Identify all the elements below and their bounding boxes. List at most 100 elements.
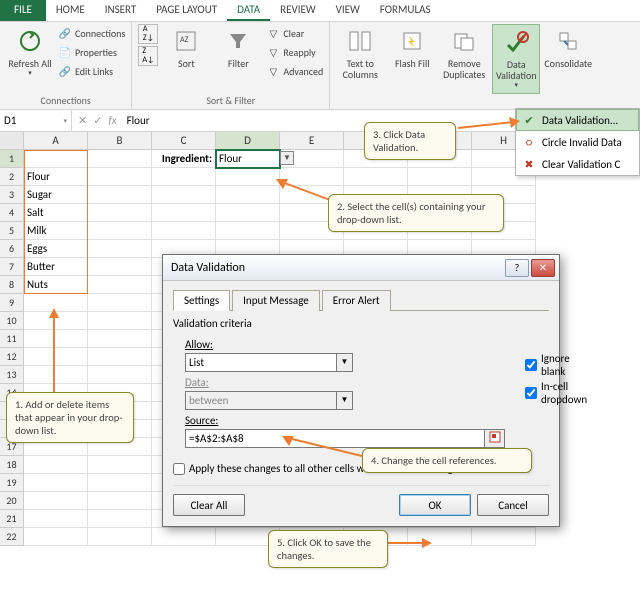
dv-menu-circle-invalid-data[interactable]: ○Circle Invalid Data	[516, 131, 639, 153]
sort-button[interactable]: AZ Sort	[162, 24, 210, 94]
row-header-4[interactable]: 4	[0, 204, 24, 222]
cell-B3[interactable]	[88, 186, 152, 204]
allow-dropdown-icon[interactable]: ▼	[337, 353, 353, 372]
cell-A8[interactable]: Nuts	[24, 276, 88, 294]
col-header-C[interactable]: C	[152, 132, 216, 149]
row-header-13[interactable]: 13	[0, 366, 24, 384]
tab-insert[interactable]: INSERT	[95, 0, 147, 21]
cell-B22[interactable]	[88, 528, 152, 546]
row-header-8[interactable]: 8	[0, 276, 24, 294]
cell-B4[interactable]	[88, 204, 152, 222]
tab-view[interactable]: VIEW	[326, 0, 370, 21]
row-header-22[interactable]: 22	[0, 528, 24, 546]
cell-D1[interactable]: Flour▼	[216, 150, 280, 168]
col-header-E[interactable]: E	[280, 132, 344, 149]
allow-combo[interactable]: ▼	[185, 353, 353, 372]
clear-all-button[interactable]: Clear All	[173, 494, 245, 516]
cell-A4[interactable]: Salt	[24, 204, 88, 222]
row-header-9[interactable]: 9	[0, 294, 24, 312]
sort-asc-button[interactable]: AZ↓	[138, 24, 158, 44]
cell-B19[interactable]	[88, 474, 152, 492]
cell-D4[interactable]	[216, 204, 280, 222]
ok-button[interactable]: OK	[399, 494, 471, 516]
dialog-close-button[interactable]: ✕	[531, 259, 555, 277]
cell-B21[interactable]	[88, 510, 152, 528]
cell-A10[interactable]	[24, 312, 88, 330]
dlg-tab-input-message[interactable]: Input Message	[232, 290, 320, 311]
cell-C2[interactable]	[152, 168, 216, 186]
source-input[interactable]	[185, 429, 485, 448]
tab-review[interactable]: REVIEW	[270, 0, 326, 21]
ignore-blank-checkbox[interactable]: Ignore blank	[525, 352, 587, 378]
cell-E2[interactable]	[280, 168, 344, 186]
filter-button[interactable]: Filter	[214, 24, 262, 94]
tab-home[interactable]: HOME	[46, 0, 95, 21]
conn-item-connections[interactable]: 🔗Connections	[58, 24, 125, 42]
dropdown-arrow-icon[interactable]: ▼	[280, 151, 294, 165]
cell-A21[interactable]	[24, 510, 88, 528]
sf-item-reapply[interactable]: ▽Reapply	[266, 43, 323, 61]
cell-B1[interactable]	[88, 150, 152, 168]
dlg-tab-error-alert[interactable]: Error Alert	[322, 290, 391, 311]
cell-A20[interactable]	[24, 492, 88, 510]
conn-item-properties[interactable]: 📄Properties	[58, 43, 125, 61]
cell-A22[interactable]	[24, 528, 88, 546]
cell-A13[interactable]	[24, 366, 88, 384]
cell-B7[interactable]	[88, 258, 152, 276]
data-validation-button[interactable]: Data Validation▾	[492, 24, 540, 94]
cell-A12[interactable]	[24, 348, 88, 366]
cell-D3[interactable]	[216, 186, 280, 204]
tab-formulas[interactable]: FORMULAS	[370, 0, 441, 21]
refresh-all-button[interactable]: Refresh All▾	[6, 24, 54, 94]
cell-A5[interactable]: Milk	[24, 222, 88, 240]
row-header-11[interactable]: 11	[0, 330, 24, 348]
cell-A18[interactable]	[24, 456, 88, 474]
sf-item-advanced[interactable]: ▽Advanced	[266, 62, 323, 80]
cancel-button[interactable]: Cancel	[477, 494, 549, 516]
cell-B11[interactable]	[88, 330, 152, 348]
flash-fill-button[interactable]: Flash Fill	[388, 24, 436, 94]
dv-menu-data-validation-[interactable]: ✔Data Validation...	[516, 109, 639, 131]
incell-dropdown-checkbox[interactable]: In-cell dropdown	[525, 380, 587, 406]
row-header-2[interactable]: 2	[0, 168, 24, 186]
cell-H22[interactable]	[472, 528, 536, 546]
row-header-3[interactable]: 3	[0, 186, 24, 204]
cell-B12[interactable]	[88, 348, 152, 366]
cell-G2[interactable]	[408, 168, 472, 186]
cell-C1[interactable]: Ingredient:	[152, 150, 216, 168]
cell-A1[interactable]	[24, 150, 88, 168]
cell-F2[interactable]	[344, 168, 408, 186]
text-to-columns-button[interactable]: Text to Columns	[336, 24, 384, 94]
fx-icon[interactable]: fx	[108, 114, 116, 127]
row-header-20[interactable]: 20	[0, 492, 24, 510]
cell-B9[interactable]	[88, 294, 152, 312]
cell-B6[interactable]	[88, 240, 152, 258]
tab-file[interactable]: FILE	[0, 0, 46, 21]
cell-G22[interactable]	[408, 528, 472, 546]
cell-B5[interactable]	[88, 222, 152, 240]
dialog-titlebar[interactable]: Data Validation ? ✕	[163, 255, 559, 281]
col-header-B[interactable]: B	[88, 132, 152, 149]
col-header-D[interactable]: D	[216, 132, 280, 149]
cell-C4[interactable]	[152, 204, 216, 222]
cell-B20[interactable]	[88, 492, 152, 510]
row-header-1[interactable]: 1	[0, 150, 24, 168]
cell-B10[interactable]	[88, 312, 152, 330]
cell-D5[interactable]	[216, 222, 280, 240]
tab-data[interactable]: DATA	[227, 0, 270, 21]
select-all-corner[interactable]	[0, 132, 24, 149]
cell-A3[interactable]: Sugar	[24, 186, 88, 204]
sf-item-clear[interactable]: ▽Clear	[266, 24, 323, 42]
sort-desc-button[interactable]: ZA↓	[138, 46, 158, 66]
cell-A6[interactable]: Eggs	[24, 240, 88, 258]
consolidate-button[interactable]: Consolidate	[544, 24, 592, 94]
cell-A9[interactable]	[24, 294, 88, 312]
source-ref-button[interactable]	[485, 429, 505, 448]
allow-value[interactable]	[185, 353, 337, 372]
row-header-19[interactable]: 19	[0, 474, 24, 492]
conn-item-edit-links[interactable]: 🔗Edit Links	[58, 62, 125, 80]
dialog-help-button[interactable]: ?	[505, 259, 529, 277]
cell-B18[interactable]	[88, 456, 152, 474]
cell-C3[interactable]	[152, 186, 216, 204]
name-box[interactable]: D1▾	[0, 110, 72, 131]
